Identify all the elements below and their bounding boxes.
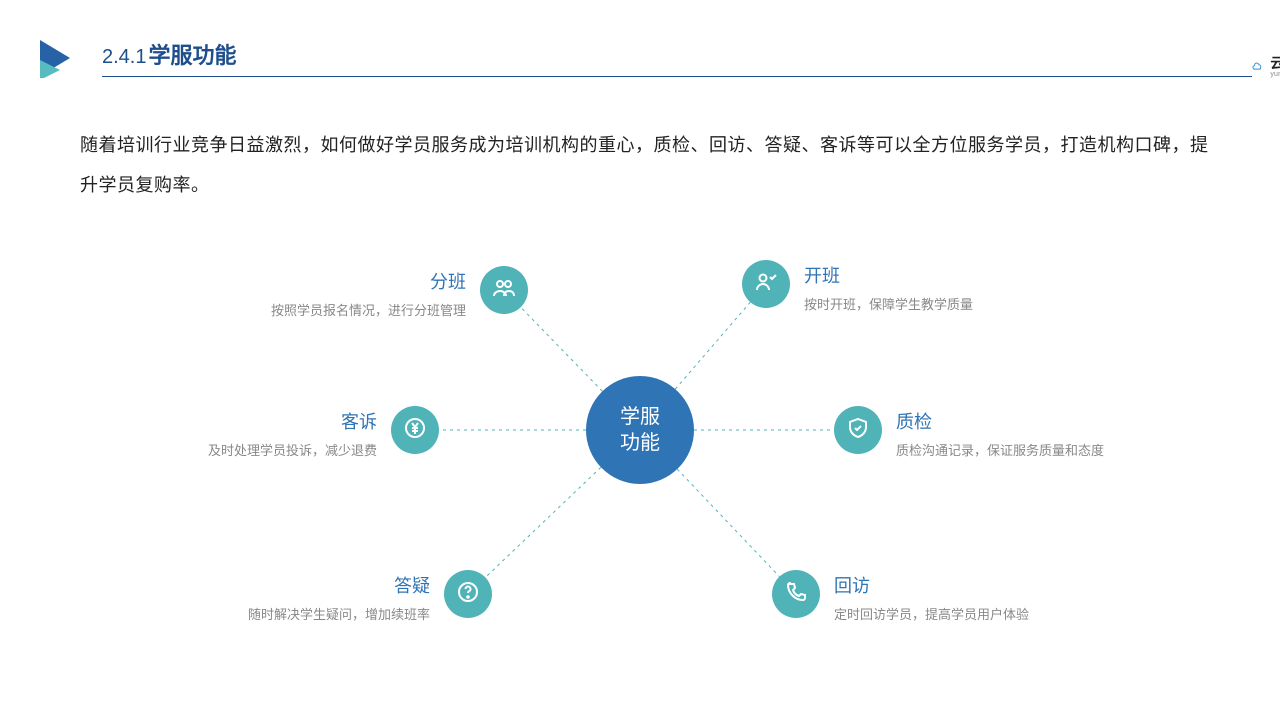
section-number: 2.4.1 bbox=[102, 46, 146, 69]
center-label-2: 功能 bbox=[620, 432, 660, 454]
group-icon bbox=[492, 276, 516, 305]
node-label-huifang: 回访定时回访学员，提高学员用户体验 bbox=[834, 572, 1029, 623]
node-zhijian bbox=[834, 406, 882, 454]
node-label-dayi: 答疑随时解决学生疑问，增加续班率 bbox=[248, 572, 430, 623]
title-text-block: 2.4.1 学服功能 bbox=[102, 38, 1252, 77]
logo-url: yunduoketang.com bbox=[1270, 71, 1280, 79]
center-label-1: 学服 bbox=[620, 406, 660, 428]
radial-diagram: 学服 功能 分班按照学员报名情况，进行分班管理 开班按时开班，保障学生教学质量客诉… bbox=[0, 230, 1280, 690]
logo-brand: 云朵课堂 bbox=[1270, 56, 1280, 71]
phone-icon bbox=[784, 580, 808, 609]
intro-paragraph: 随着培训行业竞争日益激烈，如何做好学员服务成为培训机构的重心，质检、回访、答疑、… bbox=[80, 126, 1220, 205]
title-underline bbox=[102, 76, 1252, 77]
cloud-icon bbox=[1252, 58, 1262, 76]
node-label-kaiban: 开班按时开班，保障学生教学质量 bbox=[804, 262, 973, 313]
user-check-icon bbox=[754, 270, 778, 299]
node-desc-kaiban: 按时开班，保障学生教学质量 bbox=[804, 294, 973, 313]
section-title: 学服功能 bbox=[148, 38, 236, 70]
node-desc-zhijian: 质检沟通记录，保证服务质量和态度 bbox=[896, 440, 1104, 459]
title-group: 2.4.1 学服功能 bbox=[38, 38, 1252, 78]
node-label-kesu: 客诉及时处理学员投诉，减少退费 bbox=[208, 408, 377, 459]
node-title-huifang: 回访 bbox=[834, 572, 1029, 598]
node-label-zhijian: 质检质检沟通记录，保证服务质量和态度 bbox=[896, 408, 1104, 459]
node-title-dayi: 答疑 bbox=[248, 572, 430, 598]
node-fenban bbox=[480, 266, 528, 314]
node-title-kaiban: 开班 bbox=[804, 262, 973, 288]
node-label-fenban: 分班按照学员报名情况，进行分班管理 bbox=[271, 268, 466, 319]
node-title-fenban: 分班 bbox=[271, 268, 466, 294]
shield-check-icon bbox=[846, 416, 870, 445]
node-kaiban bbox=[742, 260, 790, 308]
brand-logo: 云朵课堂 yunduoketang.com 教育机构一站 式服务云平台 bbox=[1252, 32, 1280, 102]
node-title-zhijian: 质检 bbox=[896, 408, 1104, 434]
play-icon bbox=[38, 38, 74, 78]
node-desc-fenban: 按照学员报名情况，进行分班管理 bbox=[271, 300, 466, 319]
node-desc-huifang: 定时回访学员，提高学员用户体验 bbox=[834, 604, 1029, 623]
center-node: 学服 功能 bbox=[586, 376, 694, 484]
node-desc-kesu: 及时处理学员投诉，减少退费 bbox=[208, 440, 377, 459]
slide-header: 2.4.1 学服功能 云朵课堂 yunduoketang.com 教育机构一站 … bbox=[38, 38, 1240, 102]
node-desc-dayi: 随时解决学生疑问，增加续班率 bbox=[248, 604, 430, 623]
node-kesu bbox=[391, 406, 439, 454]
node-title-kesu: 客诉 bbox=[208, 408, 377, 434]
question-icon bbox=[456, 580, 480, 609]
node-huifang bbox=[772, 570, 820, 618]
yen-refund-icon bbox=[403, 416, 427, 445]
node-dayi bbox=[444, 570, 492, 618]
